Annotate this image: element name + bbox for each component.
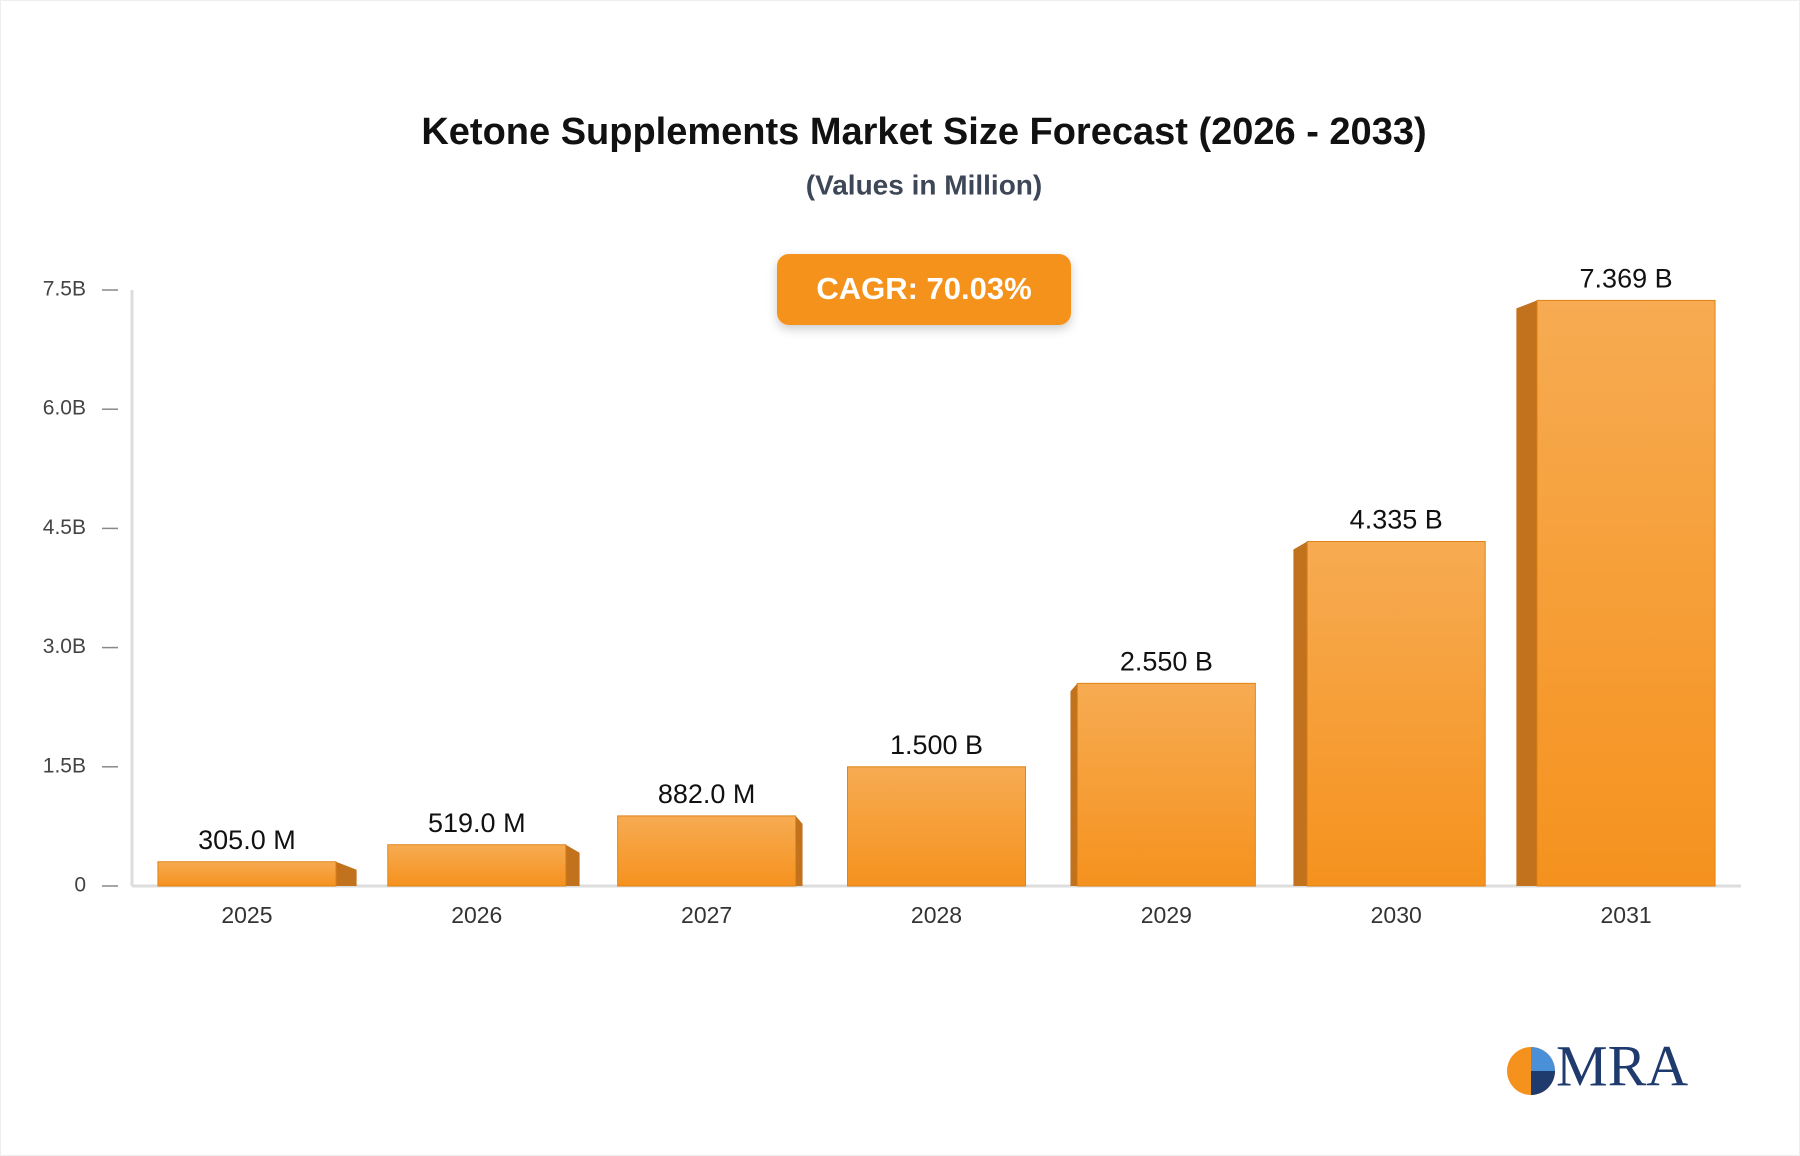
- x-tick-label: 2029: [1141, 902, 1192, 928]
- chart-title: Ketone Supplements Market Size Forecast …: [421, 111, 1426, 153]
- bar: [157, 861, 337, 887]
- data-label: 7.369 B: [1580, 264, 1673, 294]
- x-tick-label: 2027: [681, 902, 732, 928]
- bar-side: [1070, 683, 1078, 886]
- y-tick-label: 1.5B: [43, 754, 86, 777]
- data-label: 4.335 B: [1350, 505, 1443, 535]
- data-label: 1.500 B: [890, 730, 983, 760]
- logo-text: MRA: [1556, 1033, 1688, 1098]
- x-tick-label: 2025: [221, 902, 272, 928]
- y-tick-label: 4.5B: [43, 516, 86, 539]
- x-tick-label: 2030: [1371, 902, 1422, 928]
- bar-side: [1293, 541, 1308, 886]
- data-label: 305.0 M: [198, 825, 296, 855]
- bar-side: [335, 861, 357, 886]
- logo-slice: [1531, 1071, 1555, 1095]
- logo: MRA: [1507, 1033, 1688, 1098]
- bar-side: [795, 815, 803, 886]
- logo-slice: [1531, 1047, 1555, 1071]
- plot: 0 1.5B 3.0B 4.5B 6.0B 7.5B 2025 305.0 M 2026 519.…: [43, 264, 1741, 928]
- cagr-label: CAGR: 70.03%: [816, 271, 1031, 306]
- y-tick-label: 6.0B: [43, 397, 86, 420]
- bar: [1536, 299, 1716, 887]
- cagr-box: [777, 254, 1071, 325]
- y-tick-label: 0: [74, 874, 86, 897]
- data-label: 2.550 B: [1120, 646, 1213, 676]
- bar-side: [1516, 300, 1538, 886]
- bar: [847, 766, 1026, 887]
- bar: [1076, 682, 1256, 887]
- x-tick-label: 2028: [911, 902, 962, 928]
- x-tick-label: 2026: [451, 902, 502, 928]
- bar: [387, 844, 567, 887]
- cagr-badge: [777, 254, 1071, 325]
- y-tick-label: 7.5B: [43, 278, 86, 301]
- y-tick-label: 3.0B: [43, 635, 86, 658]
- x-tick-label: 2031: [1600, 902, 1651, 928]
- bar: [617, 815, 797, 887]
- bar: [1306, 541, 1486, 887]
- data-label: 882.0 M: [658, 779, 756, 809]
- chart-subtitle: (Values in Million): [806, 169, 1042, 200]
- bar-side: [565, 844, 580, 886]
- data-label: 519.0 M: [428, 808, 526, 838]
